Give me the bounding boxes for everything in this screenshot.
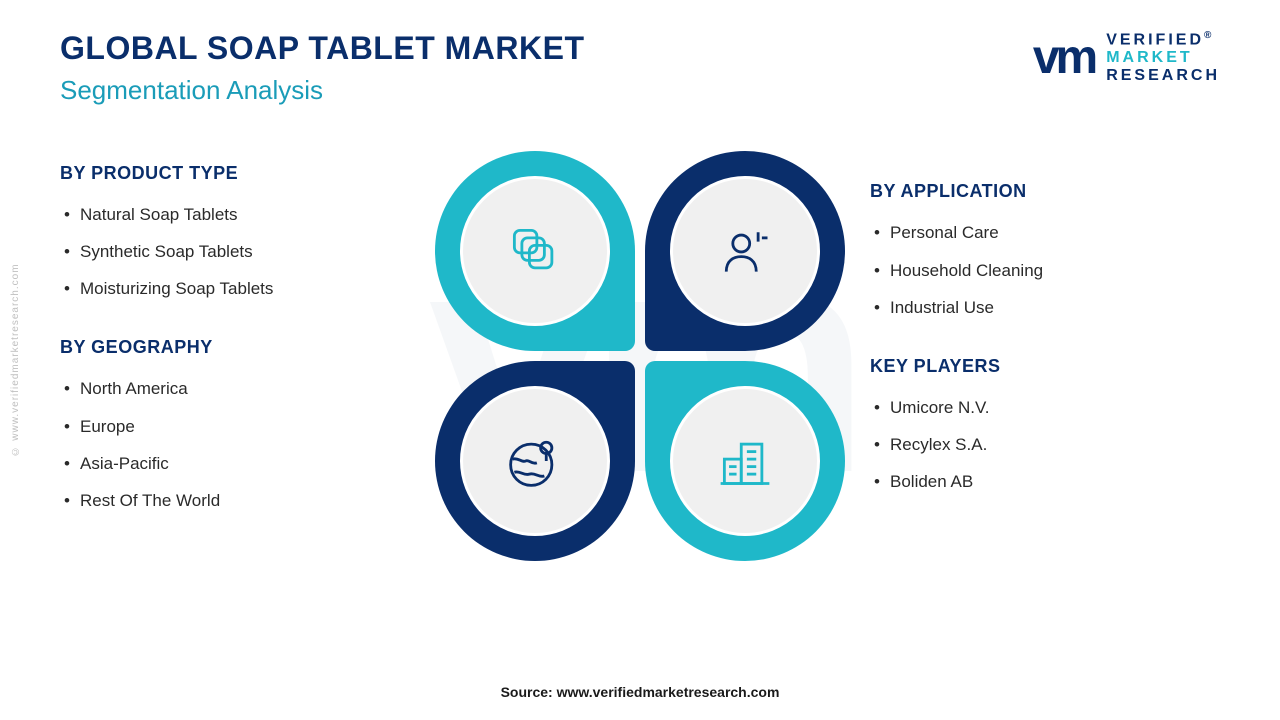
list-item: Industrial Use xyxy=(870,289,1220,326)
main-title: GLOBAL SOAP TABLET MARKET xyxy=(60,30,585,67)
logo-line3: RESEARCH xyxy=(1106,67,1220,85)
petal-application xyxy=(645,151,845,351)
building-icon xyxy=(715,431,775,491)
logo-line2: MARKET xyxy=(1106,49,1220,67)
center-petal-graphic xyxy=(430,146,850,566)
logo-reg: ® xyxy=(1204,30,1214,41)
list-item: Household Cleaning xyxy=(870,252,1220,289)
logo: vm VERIFIED® MARKET RESEARCH xyxy=(1033,30,1220,85)
list-item: Personal Care xyxy=(870,214,1220,251)
segment-application: BY APPLICATION Personal Care Household C… xyxy=(870,181,1220,326)
segment-geography: BY GEOGRAPHY North America Europe Asia-P… xyxy=(60,337,410,519)
list-item: Recylex S.A. xyxy=(870,426,1220,463)
segment-list-geography: North America Europe Asia-Pacific Rest O… xyxy=(60,370,410,519)
petal-key-players xyxy=(645,361,845,561)
source-text: Source: www.verifiedmarketresearch.com xyxy=(501,684,780,700)
segment-product-type: BY PRODUCT TYPE Natural Soap Tablets Syn… xyxy=(60,163,410,308)
globe-icon xyxy=(505,431,565,491)
petal-geography xyxy=(435,361,635,561)
layers-icon xyxy=(505,221,565,281)
segment-list-application: Personal Care Household Cleaning Industr… xyxy=(870,214,1220,326)
logo-line1: VERIFIED® xyxy=(1106,30,1220,49)
list-item: Rest Of The World xyxy=(60,482,410,519)
list-item: Asia-Pacific xyxy=(60,445,410,482)
petal-inner xyxy=(670,176,820,326)
segment-title-application: BY APPLICATION xyxy=(870,181,1220,202)
list-item: Umicore N.V. xyxy=(870,389,1220,426)
right-column: BY APPLICATION Personal Care Household C… xyxy=(870,181,1220,530)
logo-text: VERIFIED® MARKET RESEARCH xyxy=(1106,30,1220,84)
list-item: Europe xyxy=(60,408,410,445)
petal-product-type xyxy=(435,151,635,351)
title-block: GLOBAL SOAP TABLET MARKET Segmentation A… xyxy=(60,30,585,106)
logo-mark: vm xyxy=(1033,30,1094,85)
segment-title-product: BY PRODUCT TYPE xyxy=(60,163,410,184)
person-icon xyxy=(715,221,775,281)
content-wrapper: GLOBAL SOAP TABLET MARKET Segmentation A… xyxy=(0,0,1280,596)
left-column: BY PRODUCT TYPE Natural Soap Tablets Syn… xyxy=(60,163,410,549)
body-layout: BY PRODUCT TYPE Natural Soap Tablets Syn… xyxy=(60,146,1220,566)
petal-inner xyxy=(460,176,610,326)
petal-inner xyxy=(670,386,820,536)
header: GLOBAL SOAP TABLET MARKET Segmentation A… xyxy=(60,30,1220,106)
segment-title-players: KEY PLAYERS xyxy=(870,356,1220,377)
list-item: Synthetic Soap Tablets xyxy=(60,233,410,270)
list-item: Boliden AB xyxy=(870,463,1220,500)
petal-inner xyxy=(460,386,610,536)
subtitle: Segmentation Analysis xyxy=(60,75,585,106)
segment-title-geography: BY GEOGRAPHY xyxy=(60,337,410,358)
segment-list-players: Umicore N.V. Recylex S.A. Boliden AB xyxy=(870,389,1220,501)
segment-list-product: Natural Soap Tablets Synthetic Soap Tabl… xyxy=(60,196,410,308)
logo-verified: VERIFIED xyxy=(1106,32,1204,49)
list-item: Natural Soap Tablets xyxy=(60,196,410,233)
segment-key-players: KEY PLAYERS Umicore N.V. Recylex S.A. Bo… xyxy=(870,356,1220,501)
list-item: Moisturizing Soap Tablets xyxy=(60,270,410,307)
list-item: North America xyxy=(60,370,410,407)
